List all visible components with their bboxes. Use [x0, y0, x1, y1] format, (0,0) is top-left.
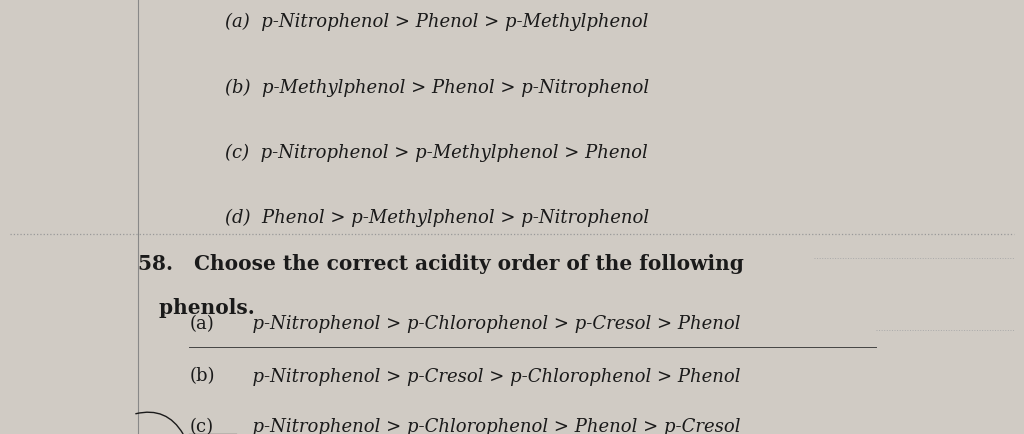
Text: (b): (b)	[189, 367, 215, 385]
Text: phenols.: phenols.	[138, 297, 255, 317]
Text: (d)  Phenol > p-Methylphenol > p-Nitrophenol: (d) Phenol > p-Methylphenol > p-Nitrophe…	[225, 208, 649, 227]
Text: p-Nitrophenol > p-Chlorophenol > p-Cresol > Phenol: p-Nitrophenol > p-Chlorophenol > p-Creso…	[241, 315, 740, 332]
Text: (a)  p-Nitrophenol > Phenol > p-Methylphenol: (a) p-Nitrophenol > Phenol > p-Methylphe…	[225, 13, 648, 31]
Text: (a): (a)	[189, 315, 214, 332]
Text: (b)  p-Methylphenol > Phenol > p-Nitrophenol: (b) p-Methylphenol > Phenol > p-Nitrophe…	[225, 78, 649, 96]
Text: p-Nitrophenol > p-Chlorophenol > Phenol > p-Cresol: p-Nitrophenol > p-Chlorophenol > Phenol …	[241, 417, 740, 434]
Text: p-Nitrophenol > p-Cresol > p-Chlorophenol > Phenol: p-Nitrophenol > p-Cresol > p-Chloropheno…	[241, 367, 740, 385]
Text: 58.   Choose the correct acidity order of the following: 58. Choose the correct acidity order of …	[138, 254, 744, 274]
Text: (c)  p-Nitrophenol > p-Methylphenol > Phenol: (c) p-Nitrophenol > p-Methylphenol > Phe…	[225, 143, 648, 161]
Text: (c): (c)	[189, 417, 214, 434]
